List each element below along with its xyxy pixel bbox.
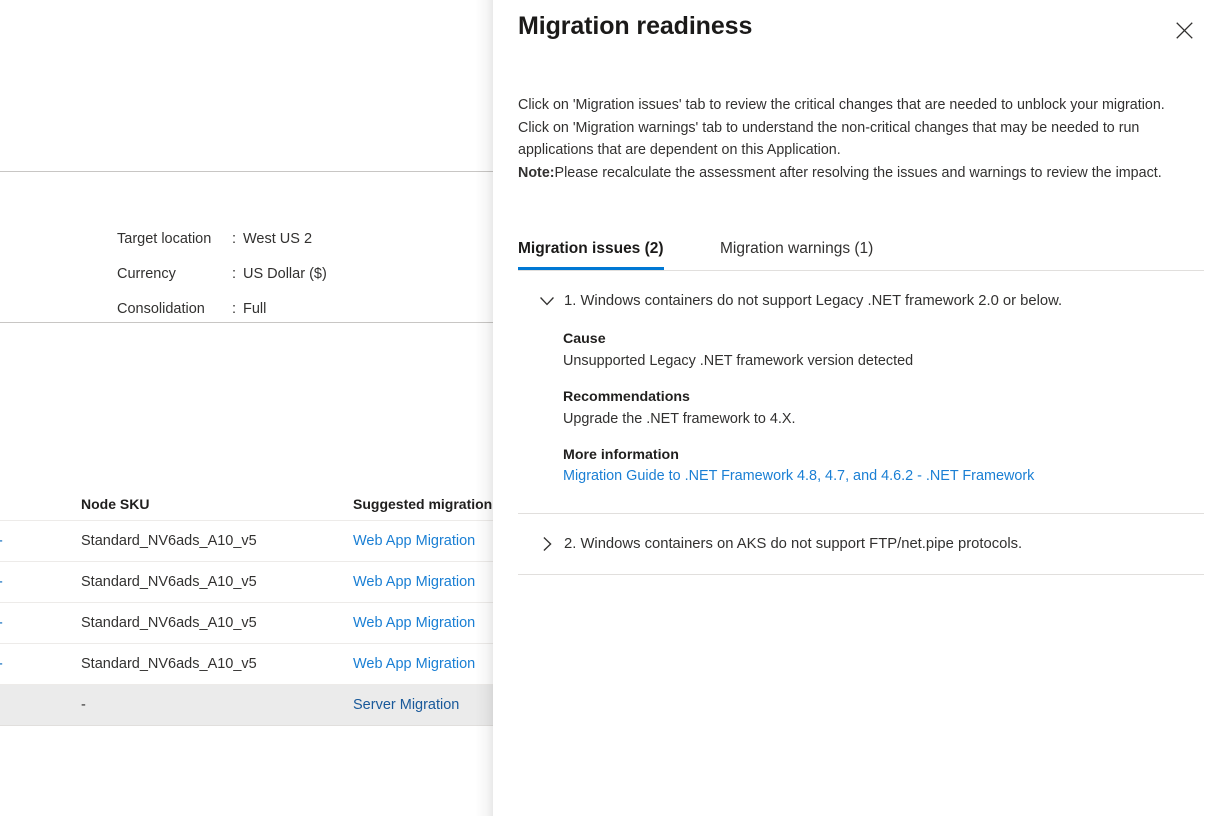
assessment-properties: Target location : West US 2 Currency : U… (0, 222, 493, 327)
issue-body: Cause Unsupported Legacy .NET framework … (518, 331, 1204, 513)
issue-section-cause: Cause Unsupported Legacy .NET framework … (563, 331, 1204, 371)
tabs-divider (518, 270, 1204, 271)
issues-accordion: 1. Windows containers do not support Leg… (518, 271, 1204, 575)
cell-migration-tool-link[interactable]: Web App Migration (353, 656, 476, 672)
issue-title: 2. Windows containers on AKS do not supp… (564, 536, 1023, 552)
property-separator: : (232, 266, 237, 282)
section-heading: Cause (563, 331, 606, 347)
property-label: Currency (117, 266, 176, 282)
cell-migration-tool-link[interactable]: Server Migration (353, 697, 460, 713)
property-row: Currency : US Dollar ($) (0, 257, 493, 292)
cell-node-sku: Standard_NV6ads_A10_v5 (81, 533, 257, 549)
cell-lead: - (0, 603, 3, 644)
section-heading: More information (563, 447, 679, 463)
property-separator: : (232, 301, 237, 317)
cell-node-sku: Standard_NV6ads_A10_v5 (81, 615, 257, 631)
chevron-right-icon[interactable] (532, 537, 562, 551)
panel-tabs: Migration issues (2) Migration warnings … (518, 234, 1204, 271)
column-header-suggested-migration-tool[interactable]: Suggested migration tool (353, 496, 493, 512)
property-value: West US 2 (243, 231, 313, 247)
panel-description: Click on 'Migration issues' tab to revie… (518, 94, 1186, 184)
cell-node-sku: - (81, 697, 86, 713)
tab-migration-warnings[interactable]: Migration warnings (1) (720, 240, 874, 257)
issue-item: 1. Windows containers do not support Leg… (518, 271, 1204, 514)
more-information-link[interactable]: Migration Guide to .NET Framework 4.8, 4… (563, 468, 1035, 484)
cell-node-sku: Standard_NV6ads_A10_v5 (81, 656, 257, 672)
property-value: US Dollar ($) (243, 266, 327, 282)
table-row[interactable]: - Standard_NV6ads_A10_v5 Web App Migrati… (0, 644, 493, 685)
background-blade: Target location : West US 2 Currency : U… (0, 0, 493, 816)
cell-lead: - (0, 562, 3, 603)
note-label: Note: (518, 164, 555, 181)
table-row-selected[interactable]: - Server Migration (0, 685, 493, 726)
property-label: Consolidation (117, 301, 205, 317)
property-label: Target location (117, 231, 212, 247)
section-text: Upgrade the .NET framework to 4.X. (563, 411, 796, 427)
migration-readiness-panel: Migration readiness Click on 'Migration … (493, 0, 1211, 816)
issue-section-more-information: More information Migration Guide to .NET… (563, 447, 1204, 485)
property-separator: : (232, 231, 237, 247)
cell-migration-tool-link[interactable]: Web App Migration (353, 615, 476, 631)
nodes-table: Node SKU Suggested migration tool - Stan… (0, 487, 493, 726)
issue-item: 2. Windows containers on AKS do not supp… (518, 514, 1204, 575)
chevron-down-icon[interactable] (532, 296, 562, 306)
section-text: Unsupported Legacy .NET framework versio… (563, 353, 914, 369)
issue-header[interactable]: 1. Windows containers do not support Leg… (518, 271, 1204, 331)
cell-migration-tool-link[interactable]: Web App Migration (353, 574, 476, 590)
table-row[interactable]: - Standard_NV6ads_A10_v5 Web App Migrati… (0, 603, 493, 644)
section-heading: Recommendations (563, 389, 690, 405)
cell-lead: - (0, 644, 3, 685)
table-row[interactable]: - Standard_NV6ads_A10_v5 Web App Migrati… (0, 562, 493, 603)
issue-title: 1. Windows containers do not support Leg… (564, 293, 1063, 309)
table-row[interactable]: - Standard_NV6ads_A10_v5 Web App Migrati… (0, 521, 493, 562)
description-text: Click on 'Migration issues' tab to revie… (518, 97, 1165, 158)
property-value: Full (243, 301, 267, 317)
property-row: Consolidation : Full (0, 292, 493, 327)
issue-section-recommendations: Recommendations Upgrade the .NET framewo… (563, 389, 1204, 429)
table-header-row: Node SKU Suggested migration tool (0, 487, 493, 521)
cell-node-sku: Standard_NV6ads_A10_v5 (81, 574, 257, 590)
divider-top (0, 171, 493, 172)
divider-properties (0, 322, 493, 323)
cell-migration-tool-link[interactable]: Web App Migration (353, 533, 476, 549)
cell-lead: - (0, 521, 3, 562)
column-header-node-sku[interactable]: Node SKU (81, 496, 150, 512)
issue-header[interactable]: 2. Windows containers on AKS do not supp… (518, 514, 1204, 574)
page-title: Migration readiness (518, 12, 753, 40)
note-text: Please recalculate the assessment after … (554, 164, 1162, 181)
close-icon[interactable] (1169, 15, 1199, 45)
tab-migration-issues[interactable]: Migration issues (2) (518, 234, 664, 270)
property-row: Target location : West US 2 (0, 222, 493, 257)
